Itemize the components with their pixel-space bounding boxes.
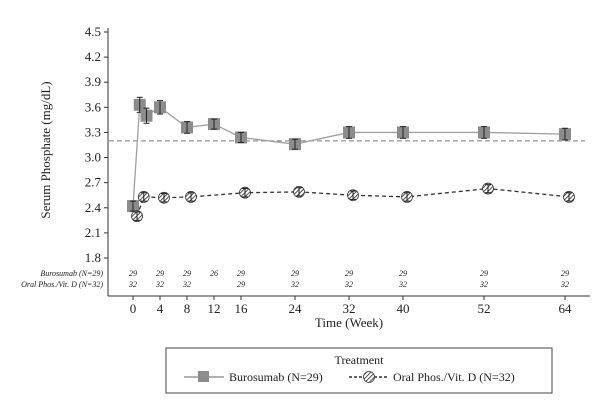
legend-oral-marker [363,371,375,383]
n-at-risk-value: 32 [155,280,164,289]
n-at-risk-value: 29 [183,269,191,278]
y-tick-label: 2.1 [85,225,101,240]
x-tick-label: 16 [235,301,249,316]
n-at-risk-row-label: Burosumab (N=29) [40,269,103,278]
n-at-risk-value: 32 [560,280,569,289]
series-oral-phos-vit-d [131,182,575,223]
x-tick-label: 40 [397,301,410,316]
n-at-risk-value: 29 [345,269,353,278]
n-at-risk-value: 29 [399,269,407,278]
n-at-risk-value: 29 [561,269,569,278]
x-tick-label: 32 [343,301,356,316]
x-axis-title: Time (Week) [315,315,383,330]
x-tick-label: 52 [478,301,491,316]
y-tick-label: 4.2 [85,49,101,64]
x-tick-label: 0 [130,301,137,316]
legend-burosumab-marker [198,371,209,382]
y-tick-label: 1.8 [85,250,101,265]
n-at-risk-value: 29 [237,269,245,278]
legend-entry-oral: Oral Phos./Vit. D (N=32) [393,370,515,384]
series-burosumab [127,96,571,213]
y-tick-label: 3.9 [85,74,101,89]
legend-title: Treatment [335,353,385,367]
n-at-risk-value: 32 [182,280,191,289]
legend-box [165,347,553,394]
y-tick-label: 4.5 [85,24,101,39]
legend-entry-burosumab: Burosumab (N=29) [229,370,323,384]
x-tick-label: 64 [559,301,573,316]
n-at-risk-value: 32 [290,280,299,289]
n-at-risk-value: 32 [128,280,137,289]
n-at-risk-value: 32 [398,280,407,289]
x-tick-label: 8 [184,301,191,316]
y-tick-label: 3.0 [85,150,101,165]
n-at-risk-value: 32 [344,280,353,289]
y-axis-title: Serum Phosphate (mg/dL) [38,81,53,218]
y-tick-label: 3.6 [85,99,102,114]
n-at-risk-value: 26 [210,269,218,278]
n-at-risk-value: 29 [291,269,299,278]
series-line [136,187,570,217]
x-tick-label: 24 [289,301,303,316]
axes: 1.8 2.1 2.4 2.7 3.0 3.3 3.6 3.9 4.2 4.5 0 4 8 12 16 24 3… [85,24,590,316]
y-tick-label: 2.7 [85,175,102,190]
series-group [127,96,575,223]
y-tick-label: 2.4 [85,200,102,215]
x-tick-label: 12 [208,301,221,316]
n-at-risk-value: 29 [156,269,164,278]
legend: Treatment Burosumab (N=29) Oral Phos./Vi… [165,347,553,394]
x-tick-label: 4 [157,301,164,316]
n-at-risk-value: 29 [129,269,137,278]
y-tick-label: 3.3 [85,124,101,139]
n-at-risk-value: 29 [237,280,245,289]
n-at-risk-row-label: Oral Phos./Vit. D (N=32) [21,280,103,289]
n-at-risk-value: 29 [480,269,488,278]
n-at-risk-value: 32 [479,280,488,289]
n-at-risk-table: Burosumab (N=29) 29 29 29 26 29 29 29 29 29 29 Oral… [21,269,569,289]
